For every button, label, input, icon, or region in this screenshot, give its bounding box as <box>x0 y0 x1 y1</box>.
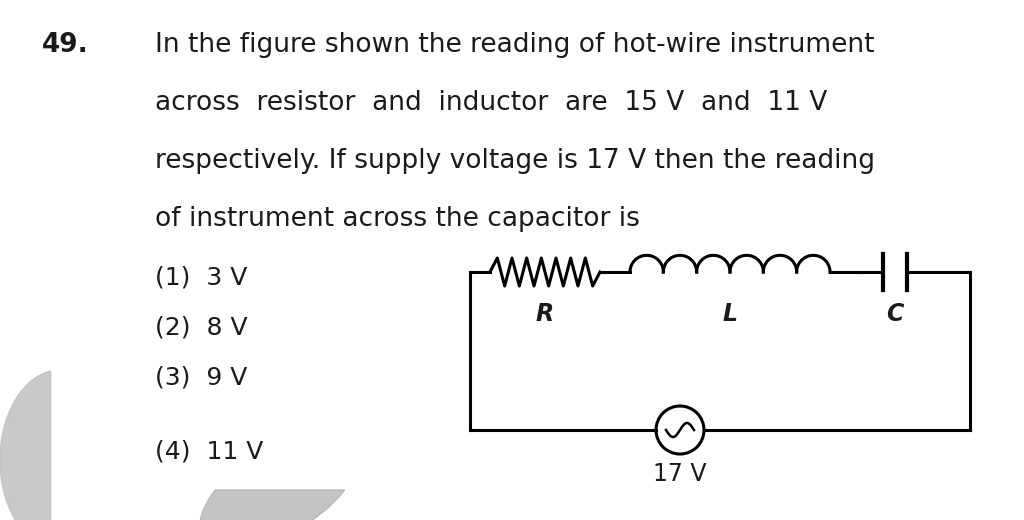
Text: L: L <box>723 302 737 326</box>
Text: respectively. If supply voltage is 17 V then the reading: respectively. If supply voltage is 17 V … <box>155 148 874 174</box>
Polygon shape <box>200 490 345 520</box>
Text: In the figure shown the reading of hot-wire instrument: In the figure shown the reading of hot-w… <box>155 32 874 58</box>
Text: 49.: 49. <box>42 32 89 58</box>
Text: (1)  3 V: (1) 3 V <box>155 266 248 290</box>
Text: C: C <box>887 302 904 326</box>
Text: (4)  11 V: (4) 11 V <box>155 440 263 464</box>
Text: (3)  9 V: (3) 9 V <box>155 366 248 390</box>
Text: R: R <box>536 302 554 326</box>
Text: of instrument across the capacitor is: of instrument across the capacitor is <box>155 206 640 232</box>
Text: across  resistor  and  inductor  are  15 V  and  11 V: across resistor and inductor are 15 V an… <box>155 90 827 116</box>
Polygon shape <box>0 371 50 520</box>
Text: (2)  8 V: (2) 8 V <box>155 316 248 340</box>
Text: 17 V: 17 V <box>653 462 707 486</box>
